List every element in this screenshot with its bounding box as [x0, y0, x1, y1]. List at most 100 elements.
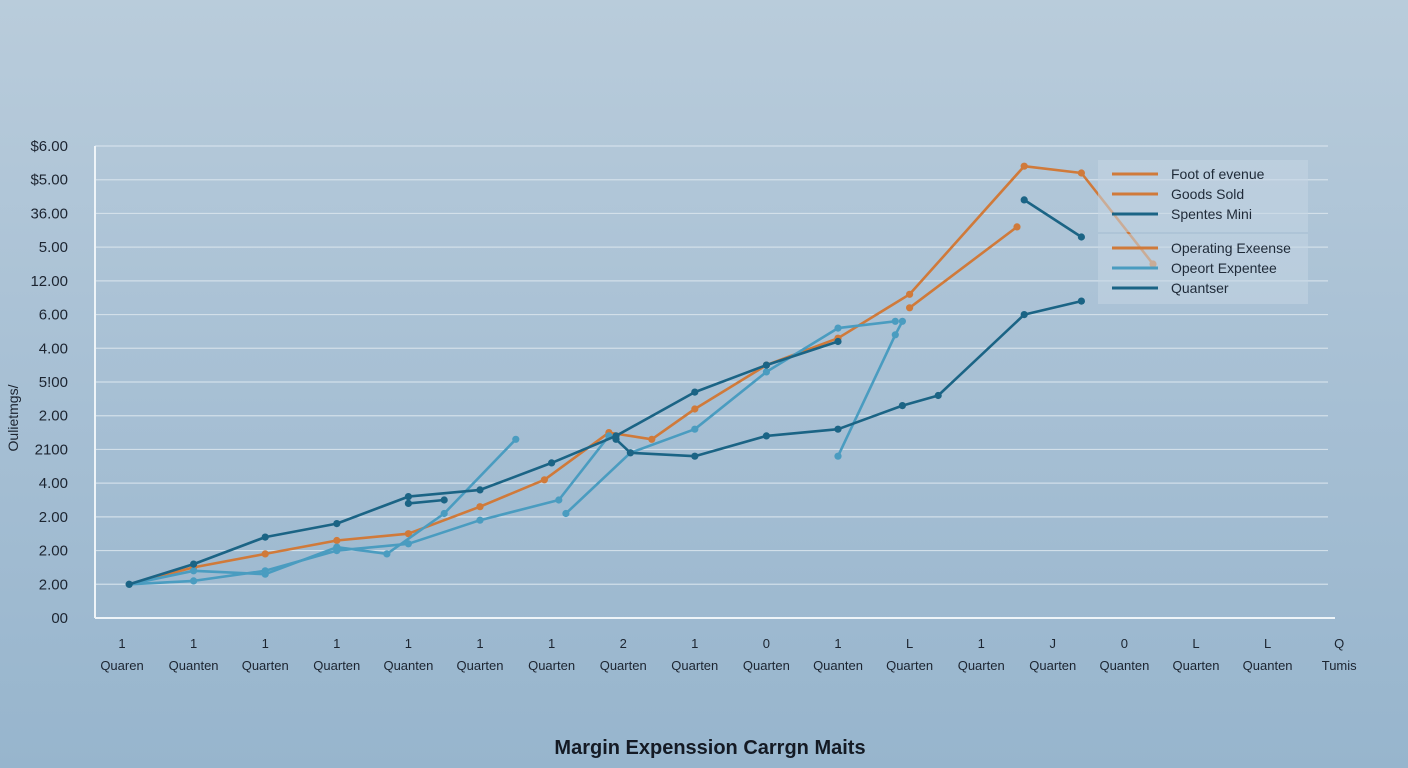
- legend-label: Quantser: [1171, 280, 1229, 296]
- x-tick-label-top: J: [1050, 636, 1057, 651]
- data-point: [762, 432, 771, 440]
- x-tick-label-bottom: Quarten: [242, 658, 289, 673]
- x-tick-label-bottom: Quarten: [886, 658, 933, 673]
- data-point: [476, 516, 484, 524]
- data-point: [834, 452, 842, 460]
- data-point: [125, 580, 133, 588]
- data-point: [934, 391, 942, 400]
- x-tick-label-bottom: Quarten: [671, 658, 718, 673]
- data-point: [548, 459, 556, 467]
- x-tick-label-top: Q: [1334, 636, 1344, 651]
- legend: Foot of evenue Goods Sold Spentes Mini Oper…: [1098, 160, 1308, 304]
- x-tick-label-bottom: Quarten: [1173, 658, 1220, 673]
- data-point: [691, 388, 699, 396]
- data-point: [333, 520, 341, 528]
- y-tick-label: 4.00: [39, 340, 68, 357]
- data-point: [1020, 162, 1028, 170]
- data-point: [626, 449, 635, 457]
- legend-label: Foot of evenue: [1171, 166, 1265, 182]
- chart-title: Margin Expenssion Carrgn Maits: [554, 737, 865, 759]
- data-point: [440, 509, 448, 518]
- data-point: [691, 452, 699, 460]
- x-tick-label-top: 1: [834, 636, 841, 651]
- series-line: [1022, 198, 1083, 239]
- x-tick-label-top: L: [1264, 636, 1271, 651]
- x-tick-label-top: 0: [1121, 636, 1128, 651]
- data-point: [383, 550, 391, 558]
- data-point: [834, 337, 842, 346]
- data-point: [476, 503, 484, 511]
- x-tick-label-bottom: Quarten: [1029, 658, 1076, 673]
- x-tick-label-bottom: Quarten: [313, 658, 360, 673]
- data-point: [190, 567, 198, 575]
- data-point: [190, 560, 198, 568]
- x-tick-label-top: L: [1192, 636, 1199, 651]
- x-tick-label-top: 1: [691, 636, 698, 651]
- series-line: [127, 437, 518, 586]
- data-point: [834, 425, 842, 433]
- y-tick-label: 5!00: [39, 374, 68, 391]
- y-tick-label: 12.00: [30, 273, 68, 290]
- data-point: [476, 486, 484, 494]
- y-tick-label: 2.00: [39, 576, 68, 593]
- data-point: [1020, 196, 1028, 204]
- x-tick-label-bottom: Quanten: [1099, 658, 1149, 673]
- legend-label: Operating Exeense: [1171, 240, 1291, 256]
- data-point: [906, 304, 914, 312]
- series-line: [127, 164, 1155, 586]
- y-tick-label: 2100: [35, 441, 68, 458]
- y-tick-label: $6.00: [30, 138, 68, 155]
- x-tick-labels: 1 Quaren 1 Quanten 1 Quarten 1 Quarten 1 Quanten 1…: [100, 636, 1357, 673]
- data-point: [1077, 233, 1085, 241]
- x-tick-label-top: 1: [262, 636, 269, 651]
- x-tick-label-bottom: Tumis: [1322, 658, 1357, 673]
- y-tick-labels: 00 2.00 2.00 2.00 4.00 2100 2.00 5!00 4.00 6.00 12…: [30, 138, 68, 627]
- data-point: [540, 476, 549, 484]
- legend-label: Goods Sold: [1171, 186, 1244, 202]
- y-tick-label: 4.00: [39, 475, 68, 492]
- x-tick-label-top: 1: [405, 636, 412, 651]
- x-tick-label-bottom: Quarten: [958, 658, 1005, 673]
- data-point: [898, 402, 907, 410]
- series-line: [407, 498, 446, 505]
- data-point: [762, 368, 771, 376]
- series-line: [127, 340, 840, 586]
- x-tick-label-bottom: Quarten: [743, 658, 790, 673]
- series-lines: [125, 162, 1157, 588]
- data-point: [404, 499, 412, 507]
- data-point: [404, 530, 412, 538]
- y-tick-label: $5.00: [30, 172, 68, 189]
- x-tick-label-top: 1: [333, 636, 340, 651]
- x-tick-label-bottom: Quanten: [1243, 658, 1293, 673]
- data-point: [555, 496, 563, 504]
- x-tick-label-top: 2: [620, 636, 627, 651]
- y-tick-label: 36.00: [30, 205, 68, 222]
- y-tick-label: 2.00: [39, 408, 68, 425]
- x-tick-label-top: 1: [476, 636, 483, 651]
- x-tick-label-bottom: Quaren: [100, 658, 143, 673]
- data-point: [1077, 169, 1085, 177]
- data-point: [906, 290, 914, 298]
- data-point: [1020, 311, 1028, 319]
- data-point: [333, 536, 341, 545]
- x-tick-label-top: 1: [548, 636, 555, 651]
- y-tick-label: 2.00: [39, 543, 68, 560]
- data-point: [891, 331, 899, 339]
- x-tick-label-bottom: Quanten: [169, 658, 219, 673]
- y-axis-label: Oulietmgs/: [5, 384, 21, 451]
- y-tick-label: 00: [51, 610, 68, 627]
- data-point: [440, 496, 448, 504]
- series-line: [836, 319, 904, 458]
- legend-label: Spentes Mini: [1171, 206, 1252, 222]
- data-point: [404, 493, 412, 501]
- x-tick-label-bottom: Quarten: [457, 658, 504, 673]
- data-point: [1077, 297, 1085, 305]
- legend-label: Opeort Expentee: [1171, 260, 1277, 276]
- x-tick-label-top: 1: [190, 636, 197, 651]
- series-line: [127, 434, 611, 586]
- chart-axes: [94, 146, 1335, 619]
- y-tick-label: 5.00: [39, 239, 68, 256]
- data-point: [261, 570, 269, 578]
- series-line: [908, 225, 1019, 310]
